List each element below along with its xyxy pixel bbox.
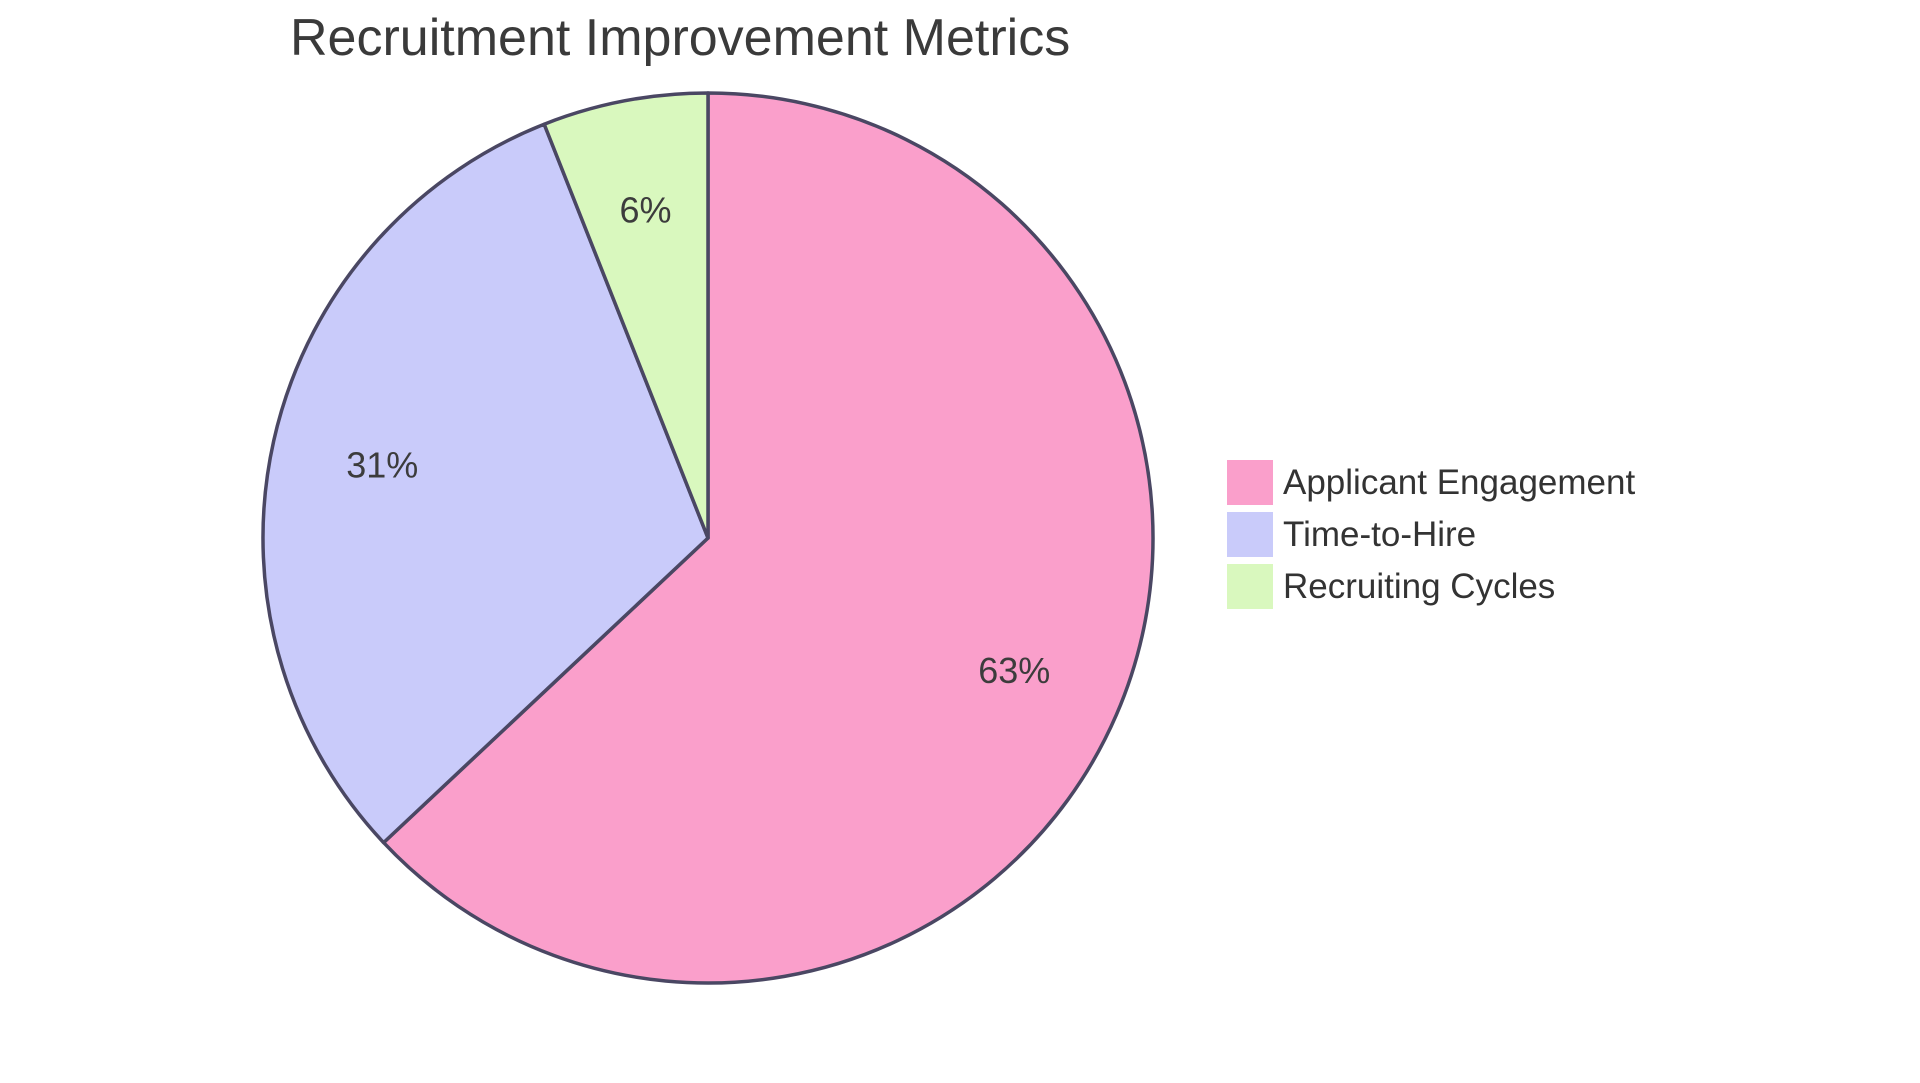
percent-label: 31% — [346, 445, 418, 486]
chart-legend: Applicant Engagement Time-to-Hire Recrui… — [1227, 460, 1635, 616]
chart-title: Recruitment Improvement Metrics — [290, 9, 1071, 67]
legend-swatch — [1227, 512, 1273, 557]
legend-label: Time-to-Hire — [1283, 514, 1477, 554]
legend-label: Recruiting Cycles — [1283, 566, 1556, 606]
percent-label: 63% — [978, 650, 1050, 691]
pie-slice-time-to-hire — [261, 122, 710, 845]
legend-item-time-to-hire: Time-to-Hire — [1227, 512, 1635, 557]
legend-swatch — [1227, 564, 1273, 609]
pie-slice-recruiting-cycles — [542, 91, 710, 540]
legend-item-recruiting-cycles: Recruiting Cycles — [1227, 564, 1635, 609]
pie-slice-applicant-engagement — [381, 91, 1155, 985]
percent-label: 6% — [619, 190, 671, 231]
legend-swatch — [1227, 460, 1273, 505]
legend-item-applicant-engagement: Applicant Engagement — [1227, 460, 1635, 505]
legend-label: Applicant Engagement — [1283, 462, 1636, 502]
